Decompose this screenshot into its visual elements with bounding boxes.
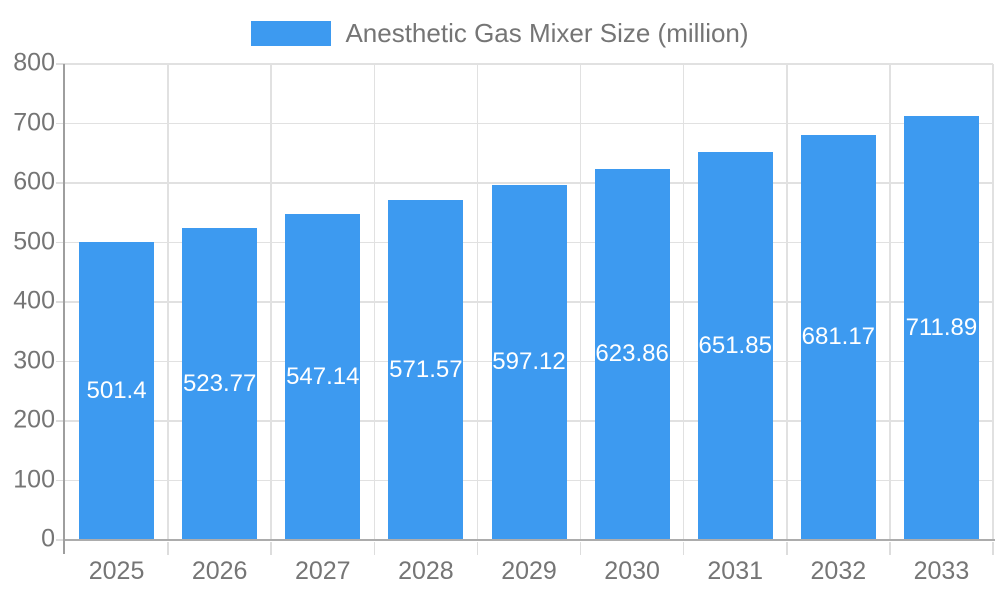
y-axis-tick-label: 500 — [13, 226, 55, 255]
x-axis-tick — [373, 542, 376, 555]
x-axis-tick — [579, 542, 582, 555]
x-axis-tick-label: 2030 — [604, 557, 660, 585]
x-axis-tick — [682, 542, 685, 555]
y-axis-tick-label: 100 — [13, 464, 55, 493]
gridline-vertical — [992, 64, 994, 540]
x-axis-tick-label: 2027 — [294, 557, 351, 585]
gridline-horizontal — [65, 63, 993, 65]
y-axis-tick-label: 300 — [13, 345, 55, 374]
y-axis-tick — [56, 539, 65, 541]
legend: Anesthetic Gas Mixer Size (million) — [0, 18, 1000, 49]
bar-value-label: 597.12 — [492, 348, 566, 376]
bar — [800, 134, 876, 540]
y-axis-tick — [56, 420, 65, 422]
y-axis-tick-label: 0 — [41, 524, 55, 553]
y-axis-tick-label: 700 — [13, 107, 55, 136]
bar — [491, 184, 567, 540]
bar-value-label: 623.86 — [595, 340, 669, 368]
bar — [79, 241, 155, 540]
bar — [903, 116, 979, 540]
bar-value-label: 711.89 — [905, 314, 978, 342]
gridline-vertical — [889, 64, 891, 540]
bar — [594, 168, 670, 540]
x-axis-tick — [270, 542, 272, 555]
bar-value-label: 501.4 — [86, 376, 147, 404]
y-axis-tick — [56, 479, 65, 482]
gridline-horizontal — [65, 122, 993, 125]
x-axis-tick-label: 2028 — [398, 557, 454, 585]
bar-value-label: 681.17 — [801, 323, 876, 351]
x-axis-tick-label: 2031 — [707, 557, 764, 585]
x-axis-tick — [476, 542, 479, 555]
y-axis-tick — [56, 122, 65, 125]
bar-value-label: 651.85 — [698, 332, 772, 360]
x-axis-tick-label: 2029 — [501, 557, 557, 585]
x-axis-tick — [992, 542, 994, 555]
x-axis-tick — [889, 542, 891, 555]
x-axis-tick-label: 2025 — [88, 557, 145, 585]
gridline-horizontal — [65, 182, 993, 184]
bar — [697, 152, 773, 540]
bar-value-label: 523.77 — [182, 370, 257, 398]
legend-label: Anesthetic Gas Mixer Size (million) — [345, 18, 749, 48]
gridline-vertical — [167, 64, 169, 540]
gridline-vertical — [373, 64, 376, 540]
bar — [182, 228, 258, 540]
y-axis-tick-label: 200 — [13, 405, 55, 434]
legend-swatch — [251, 21, 332, 46]
gridline-vertical — [682, 64, 685, 540]
y-axis-line — [63, 64, 65, 554]
y-axis-tick-label: 600 — [13, 167, 55, 196]
y-axis-tick-label: 800 — [13, 48, 55, 77]
y-axis-tick — [56, 301, 65, 303]
x-axis-tick — [167, 542, 169, 555]
x-axis-line — [65, 539, 995, 541]
gridline-vertical — [579, 64, 582, 540]
bar-value-label: 547.14 — [286, 363, 360, 391]
x-axis-tick — [786, 542, 788, 555]
gridline-vertical — [476, 64, 479, 540]
bar — [285, 214, 361, 540]
y-axis-tick — [56, 63, 65, 65]
y-axis-tick-label: 400 — [13, 286, 55, 315]
gridline-vertical — [270, 64, 272, 540]
x-axis-tick-label: 2033 — [913, 557, 970, 585]
x-axis-tick-label: 2032 — [810, 557, 867, 585]
bar-value-label: 571.57 — [389, 355, 463, 383]
gridline-vertical — [786, 64, 788, 540]
y-axis-tick — [56, 182, 65, 184]
y-axis-tick — [56, 241, 65, 244]
y-axis-tick — [56, 360, 65, 363]
bar — [388, 199, 464, 540]
x-axis-tick-label: 2026 — [191, 557, 248, 585]
